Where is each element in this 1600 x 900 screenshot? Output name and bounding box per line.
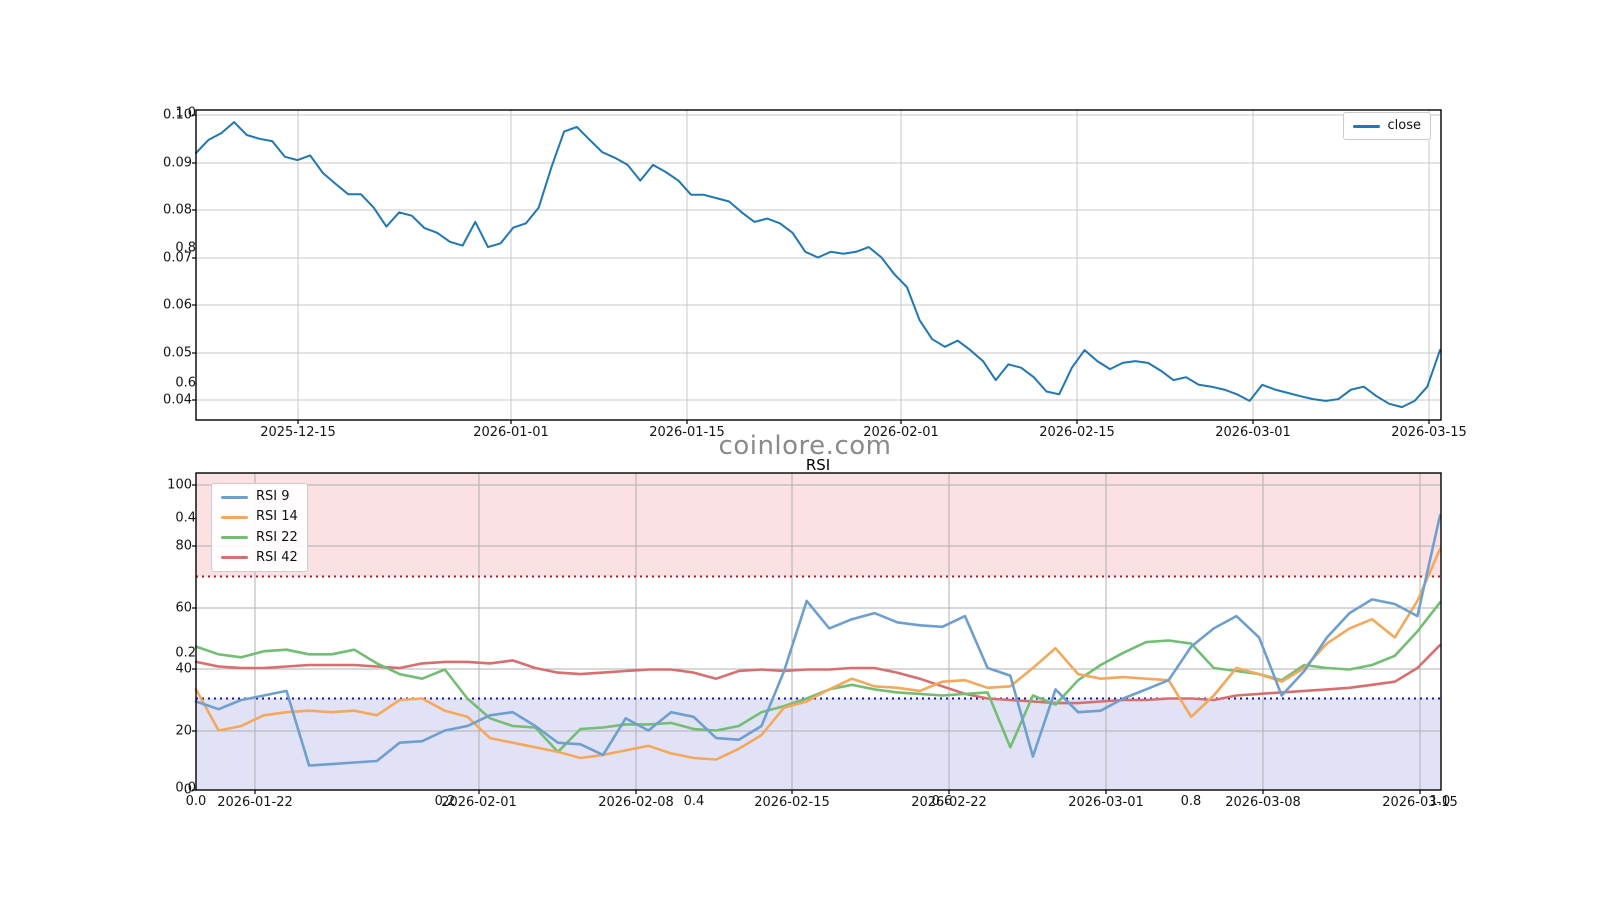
rsi-9-line: [194, 514, 1442, 767]
price-x-tick-label: 2026-03-01: [1215, 425, 1291, 440]
legend-label-rsi14: RSI 14: [256, 509, 298, 525]
rsi-y-tick-label: 80: [175, 538, 192, 554]
rsi-x-tick-label: 2026-03-15: [1382, 795, 1458, 810]
price-y-tick-label: 0.07: [163, 250, 192, 266]
overlay-y-tick-label: 0.4: [175, 510, 196, 526]
legend-row-rsi14: RSI 14: [212, 507, 307, 527]
rsi42-line-swatch: [221, 556, 248, 560]
overlay-y-tick-label: 0.8: [175, 240, 196, 256]
rsi-y-tick-label: 0: [183, 782, 192, 798]
price-x-tick-label: 2026-02-15: [1039, 425, 1115, 440]
legend-row-rsi9: RSI 9: [212, 487, 307, 507]
close-line-swatch: [1352, 124, 1380, 128]
rsi-x-tick-label: 2026-03-08: [1225, 795, 1301, 810]
legend-label-rsi22: RSI 22: [256, 529, 298, 545]
rsi-x-tick-label: 2026-02-22: [911, 795, 987, 810]
rsi-x-tick-label: 2026-03-01: [1068, 795, 1144, 810]
rsi-y-tick-label: 40: [175, 661, 192, 677]
rsi-y-tick-label: 60: [175, 600, 192, 616]
rsi-x-tick-label: 2026-02-15: [754, 795, 830, 810]
price-axes-frame: [195, 109, 1442, 421]
price-x-tick-label: 2026-01-01: [473, 425, 549, 440]
price-y-tick-label: 0.04: [163, 392, 192, 408]
overlay-x-tick-label: 0.4: [683, 794, 705, 809]
rsi-y-tick-label: 20: [175, 723, 192, 739]
rsi-legend: RSI 9 RSI 14 RSI 22 RSI 42: [211, 483, 308, 572]
rsi9-line-swatch: [221, 495, 248, 499]
price-x-tick-label: 2026-02-01: [863, 425, 939, 440]
rsi-x-tick-label: 2026-01-22: [217, 795, 293, 810]
legend-row-close: close: [1344, 116, 1430, 136]
rsi-axes-frame: [195, 472, 1442, 791]
close-line: [195, 121, 1441, 409]
price-y-tick-label: 0.09: [163, 155, 192, 171]
legend-label-rsi9: RSI 9: [256, 489, 290, 504]
overlay-x-tick-label: 0.8: [1180, 794, 1202, 809]
coinlore-watermark: coinlore.com: [718, 431, 892, 461]
rsi-y-tick-label: 100: [167, 477, 192, 493]
rsi22-line-swatch: [221, 536, 248, 540]
legend-label-rsi42: RSI 42: [256, 549, 298, 565]
price-x-tick-label: 2025-12-15: [260, 425, 336, 440]
price-x-tick-label: 2026-03-15: [1391, 425, 1467, 440]
overlay-y-tick-label: 1.0: [175, 105, 196, 121]
price-legend: close: [1342, 112, 1431, 140]
overlay-x-tick-label: 0.0: [185, 794, 207, 809]
rsi-42-line: [194, 643, 1442, 705]
overlay-y-tick-label: 0.0: [175, 780, 196, 796]
rsi-14-line: [194, 547, 1442, 761]
legend-label-close: close: [1387, 117, 1421, 133]
rsi-22-line: [194, 601, 1442, 754]
price-x-tick-label: 2026-01-15: [649, 425, 725, 440]
rsi-x-tick-label: 2026-02-01: [441, 795, 517, 810]
price-y-tick-label: 0.10: [163, 107, 192, 123]
price-y-tick-label: 0.05: [163, 345, 192, 361]
price-y-tick-label: 0.08: [163, 202, 192, 218]
legend-row-rsi22: RSI 22: [212, 528, 307, 548]
legend-row-rsi42: RSI 42: [212, 548, 307, 568]
rsi-panel-title: RSI: [805, 456, 831, 474]
overlay-x-tick-label: 0.6: [931, 794, 953, 809]
price-y-tick-label: 0.06: [163, 297, 192, 313]
rsi14-line-swatch: [221, 515, 248, 519]
rsi-oversold-band: [196, 698, 1441, 790]
overlay-y-tick-label: 0.6: [175, 375, 196, 391]
overlay-x-tick-label: 0.2: [434, 794, 456, 809]
rsi-overbought-band: [196, 473, 1441, 577]
rsi-x-tick-label: 2026-02-08: [598, 795, 674, 810]
overlay-x-tick-label: 1.0: [1429, 794, 1451, 809]
overlay-y-tick-label: 0.2: [175, 645, 196, 661]
